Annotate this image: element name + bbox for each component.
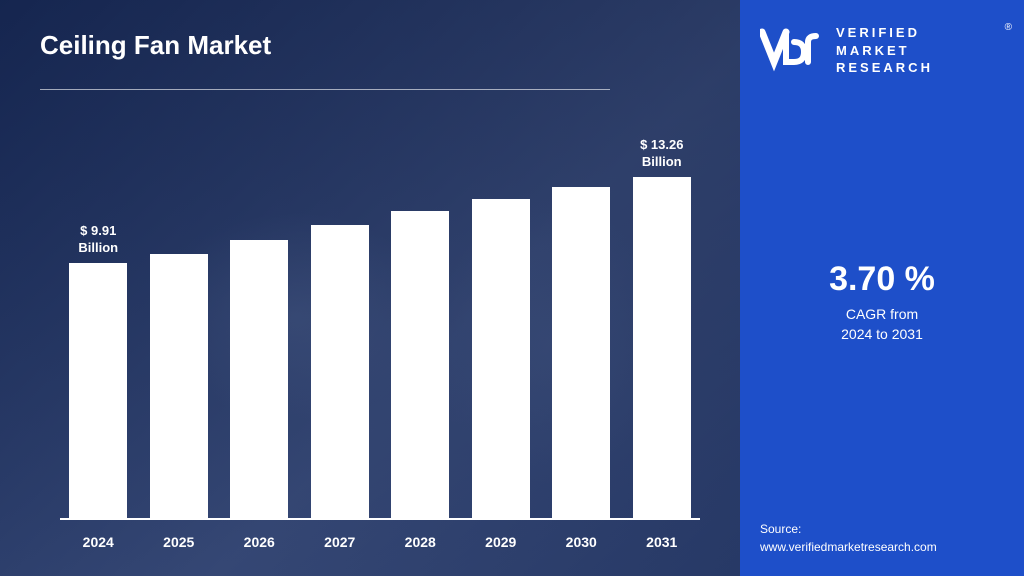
bar xyxy=(311,225,369,518)
logo-line-3: RESEARCH xyxy=(836,59,933,77)
logo-line-2: MARKET xyxy=(836,42,933,60)
x-axis-label: 2028 xyxy=(386,526,455,556)
logo-line-1: VERIFIED xyxy=(836,24,933,42)
x-axis-label: 2031 xyxy=(628,526,697,556)
x-axis-label: 2026 xyxy=(225,526,294,556)
cagr-caption-line-2: 2024 to 2031 xyxy=(740,325,1024,345)
bar xyxy=(391,211,449,518)
cagr-caption: CAGR from 2024 to 2031 xyxy=(740,305,1024,344)
source-url: www.verifiedmarketresearch.com xyxy=(760,538,937,556)
bar xyxy=(633,177,691,518)
cagr-caption-line-1: CAGR from xyxy=(740,305,1024,325)
bar-group xyxy=(306,225,375,518)
logo-text: VERIFIED MARKET RESEARCH xyxy=(836,24,933,77)
right-panel: VERIFIED MARKET RESEARCH ® 3.70 % CAGR f… xyxy=(740,0,1024,576)
x-axis-label: 2027 xyxy=(306,526,375,556)
source-label: Source: xyxy=(760,520,937,538)
bar-group xyxy=(467,199,536,518)
bar xyxy=(552,187,610,518)
x-axis-label: 2029 xyxy=(467,526,536,556)
logo: VERIFIED MARKET RESEARCH xyxy=(760,24,1004,77)
x-axis-labels: 2024 2025 2026 2027 2028 2029 2030 2031 xyxy=(60,526,700,556)
cagr-value: 3.70 % xyxy=(740,260,1024,299)
bar-group xyxy=(145,254,214,518)
bar-group xyxy=(547,187,616,518)
bar-group xyxy=(386,211,455,518)
bar xyxy=(230,240,288,518)
logo-mark-icon xyxy=(760,24,828,72)
x-axis-label: 2024 xyxy=(64,526,133,556)
page-title: Ceiling Fan Market xyxy=(40,30,700,61)
bar xyxy=(150,254,208,518)
x-axis-line xyxy=(60,518,700,520)
cagr-block: 3.70 % CAGR from 2024 to 2031 xyxy=(740,260,1024,344)
title-underline xyxy=(40,89,610,90)
bar-value-label: $ 9.91Billion xyxy=(78,223,118,257)
bar-value-label: $ 13.26Billion xyxy=(640,137,683,171)
x-axis-label: 2025 xyxy=(145,526,214,556)
bar-group: $ 13.26Billion xyxy=(628,177,697,518)
bars-container: $ 9.91Billion $ 13.26Billion xyxy=(60,158,700,518)
bar-chart: $ 9.91Billion $ 13.26Billion 2024 2025 2026… xyxy=(60,125,700,556)
left-panel: Ceiling Fan Market $ 9.91Billion $ 13.26B… xyxy=(0,0,740,576)
bar xyxy=(472,199,530,518)
source-block: Source: www.verifiedmarketresearch.com xyxy=(760,520,937,556)
bar xyxy=(69,263,127,518)
bar-group: $ 9.91Billion xyxy=(64,263,133,518)
bar-group xyxy=(225,240,294,518)
registered-mark-icon: ® xyxy=(1005,22,1012,33)
x-axis-label: 2030 xyxy=(547,526,616,556)
